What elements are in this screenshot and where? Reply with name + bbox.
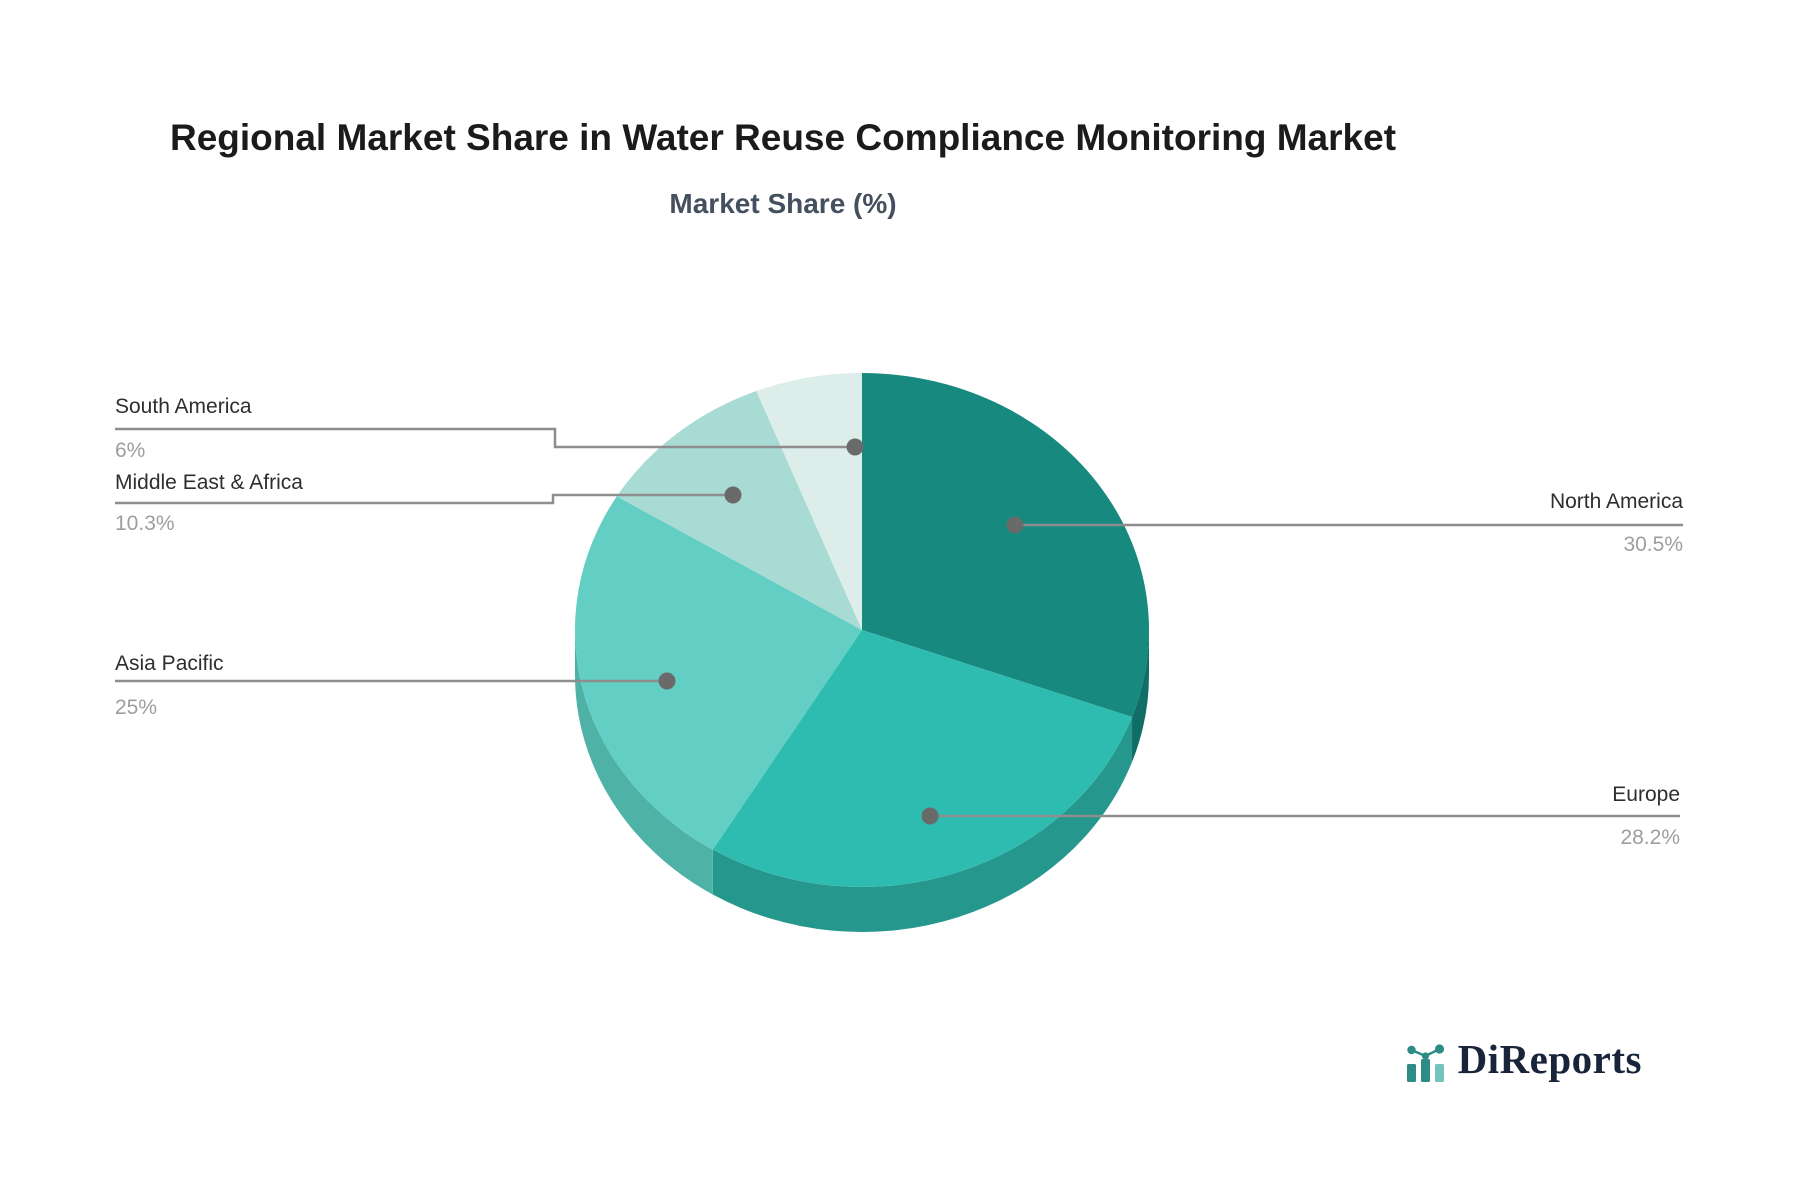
pie-label-name-asia-pacific: Asia Pacific xyxy=(115,652,224,675)
pie-slice-side-north-america xyxy=(1132,630,1149,763)
leader-line-middle-east-africa xyxy=(115,493,733,505)
direports-logo-text: DiReports xyxy=(1457,1036,1642,1082)
pie-label-value-europe: 28.2% xyxy=(1620,826,1680,849)
direports-logo: DiReports xyxy=(1406,1036,1642,1082)
chart-subtitle: Market Share (%) xyxy=(669,188,897,219)
pie-slice-south-america[interactable] xyxy=(756,373,862,630)
pie-slice-side-europe xyxy=(712,717,1133,933)
pie-label-value-asia-pacific: 25% xyxy=(115,696,158,719)
leader-dot-europe xyxy=(921,807,939,825)
pie-label-value-middle-east-africa: 10.3% xyxy=(115,512,175,535)
leader-line-south-america xyxy=(115,427,855,449)
pie-slice-middle-east-africa[interactable] xyxy=(616,391,862,630)
pie-slice-side-asia-pacific xyxy=(575,630,713,895)
chart-title: Regional Market Share in Water Reuse Com… xyxy=(169,117,1397,158)
pie-label-name-south-america: South America xyxy=(115,395,252,418)
leader-dot-middle-east-africa xyxy=(724,486,742,504)
bar-chart-trend-icon xyxy=(1406,1044,1444,1082)
pie-slice-europe[interactable] xyxy=(712,630,1133,888)
pie-label-name-north-america: North America xyxy=(1549,490,1683,513)
pie-slice-asia-pacific[interactable] xyxy=(575,496,862,850)
leader-dot-south-america xyxy=(846,438,864,456)
pie-label-value-south-america: 6% xyxy=(115,439,146,462)
pie-label-name-middle-east-africa: Middle East & Africa xyxy=(115,471,303,494)
pie-label-name-europe: Europe xyxy=(1612,783,1680,806)
pie-label-value-north-america: 30.5% xyxy=(1623,533,1683,556)
leader-dot-north-america xyxy=(1006,516,1024,534)
leader-dot-asia-pacific xyxy=(658,672,676,690)
pie-slice-north-america[interactable] xyxy=(862,373,1149,718)
